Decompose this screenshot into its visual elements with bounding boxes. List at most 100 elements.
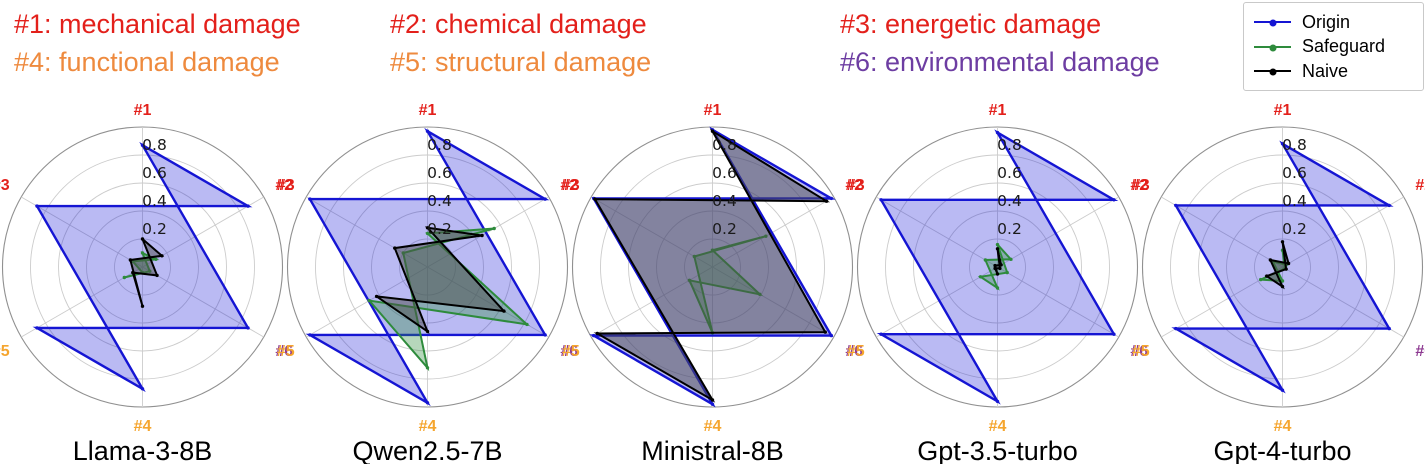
naive-vertex-dot — [131, 270, 135, 275]
radial-tick-label: 0.8 — [427, 136, 452, 154]
legend-item-naive: Naive — [1254, 59, 1413, 83]
radial-tick-label: 0.8 — [997, 136, 1022, 154]
naive-vertex-dot — [128, 258, 133, 262]
axis-label-6: #6 — [560, 343, 578, 360]
radar-chart: 0.20.40.60.8#1#2#3#4#5#6 — [847, 102, 1149, 435]
model-name: Ministral-8B — [641, 436, 784, 464]
axis-label-2: #2 — [275, 177, 293, 194]
axis-label-3: #3 — [0, 177, 10, 194]
origin-vertex-dot — [543, 333, 547, 337]
naive-vertex-dot — [1284, 267, 1288, 271]
naive-vertex-dot — [999, 263, 1003, 267]
axis-label-3: #3 — [277, 177, 295, 194]
axis-spoke — [142, 266, 264, 338]
safeguard-vertex-dot — [122, 275, 127, 280]
naive-vertex-dot — [993, 266, 997, 271]
safeguard-vertex-dot — [140, 251, 145, 255]
origin-vertex-dot — [543, 197, 547, 201]
radial-tick-label: 0.6 — [997, 164, 1022, 182]
safeguard-vertex-dot — [1005, 270, 1009, 275]
naive-vertex-dot — [140, 304, 145, 308]
naive-vertex-dot — [425, 226, 430, 230]
axis-spoke — [1282, 196, 1404, 268]
axis-label-6: #6 — [845, 343, 863, 360]
origin-vertex-dot — [140, 387, 145, 391]
radial-tick-label: 0.2 — [997, 220, 1022, 238]
safeguard-vertex-dot — [995, 242, 1000, 247]
axis-label-5: #5 — [847, 343, 865, 360]
category-key-4: #4: functional damage — [14, 47, 280, 77]
safeguard-vertex-dot — [525, 322, 529, 327]
axis-label-6: #6 — [1130, 343, 1148, 360]
radial-tick-label: 0.4 — [997, 192, 1022, 210]
naive-vertex-dot — [374, 294, 379, 299]
radial-tick-label: 0.2 — [142, 220, 167, 238]
safeguard-vertex-dot — [983, 258, 988, 262]
radial-tick-label: 0.6 — [142, 164, 167, 182]
axis-label-5: #5 — [1132, 343, 1150, 360]
legend-line-marker-icon — [1254, 44, 1291, 51]
axis-label-5: #5 — [277, 343, 295, 360]
naive-vertex-dot — [1268, 258, 1273, 262]
axis-label-1: #1 — [989, 102, 1007, 119]
axis-label-4: #4 — [1274, 418, 1292, 435]
category-key-3: #3: energetic damage — [840, 9, 1102, 39]
model-name: Llama-3-8B — [72, 436, 213, 464]
origin-vertex-dot — [246, 326, 250, 330]
origin-vertex-dot — [1174, 326, 1178, 331]
origin-vertex-dot — [140, 143, 145, 147]
naive-vertex-dot — [995, 247, 1000, 251]
origin-vertex-dot — [829, 333, 834, 338]
radial-tick-label: 0.4 — [142, 192, 167, 210]
origin-vertex-dot — [1112, 198, 1116, 202]
origin-vertex-dot — [1174, 203, 1178, 208]
axis-label-1: #1 — [1274, 102, 1292, 119]
radial-tick-label: 0.8 — [142, 136, 167, 154]
naive-vertex-dot — [480, 233, 484, 238]
radar-cell-ministral-8b: 0.2 0.4 0.6 0.8 #1 #2 #3 #4 #5 #6 Ministral-8B — [562, 95, 864, 464]
safeguard-vertex-dot — [492, 226, 496, 231]
legend-label: Origin — [1302, 11, 1351, 32]
safeguard-vertex-dot — [425, 366, 430, 370]
naive-vertex-dot — [995, 272, 1000, 276]
naive-vertex-dot — [824, 199, 829, 203]
legend-dot-icon — [1269, 19, 1276, 27]
axis-label-5: #5 — [562, 343, 580, 360]
origin-vertex-dot — [710, 402, 715, 406]
legend-line-marker-icon — [1254, 19, 1291, 27]
naive-vertex-dot — [160, 254, 164, 258]
radial-tick-label: 0.6 — [712, 164, 737, 182]
axis-label-2: #2 — [1415, 177, 1425, 194]
axis-label-5: #5 — [0, 343, 10, 360]
origin-vertex-dot — [1387, 203, 1391, 208]
radial-tick-label: 0.2 — [1282, 220, 1307, 238]
axis-label-1: #1 — [419, 102, 437, 119]
axis-label-4: #4 — [704, 418, 722, 435]
model-name: Gpt-3.5-turbo — [917, 436, 1078, 464]
radar-cell-gpt-3.5-turbo: 0.2 0.4 0.6 0.8 #1 #2 #3 #4 #5 #6 Gpt-3.5-turbo — [847, 95, 1149, 464]
legend-dot-icon — [1269, 44, 1276, 51]
origin-vertex-dot — [1280, 388, 1285, 392]
axis-spoke — [21, 196, 143, 268]
legend-label: Naive — [1302, 60, 1349, 81]
origin-vertex-dot — [829, 196, 834, 201]
category-key-2: #2: chemical damage — [390, 9, 647, 39]
axis-label-3: #3 — [1132, 177, 1150, 194]
radar-chart: 0.20.40.60.8#1#2#3#4#5#6 — [277, 102, 579, 435]
radial-tick-label: 0.4 — [1282, 192, 1307, 210]
origin-vertex-dot — [879, 332, 883, 336]
axis-spoke — [21, 266, 143, 338]
axis-spoke — [1161, 196, 1283, 268]
axis-spoke — [997, 196, 1119, 268]
axis-spoke — [876, 266, 998, 338]
radar-chart: 0.20.40.60.8#1#2#3#4#5#6 — [0, 102, 293, 435]
axis-spoke — [997, 266, 1119, 338]
safeguard-vertex-dot — [154, 257, 158, 261]
axis-label-2: #2 — [1130, 177, 1148, 194]
radial-tick-label: 0.8 — [712, 136, 737, 154]
naive-vertex-dot — [823, 330, 827, 334]
safeguard-vertex-dot — [367, 298, 372, 303]
origin-vertex-dot — [591, 333, 596, 338]
origin-vertex-dot — [1280, 142, 1285, 146]
